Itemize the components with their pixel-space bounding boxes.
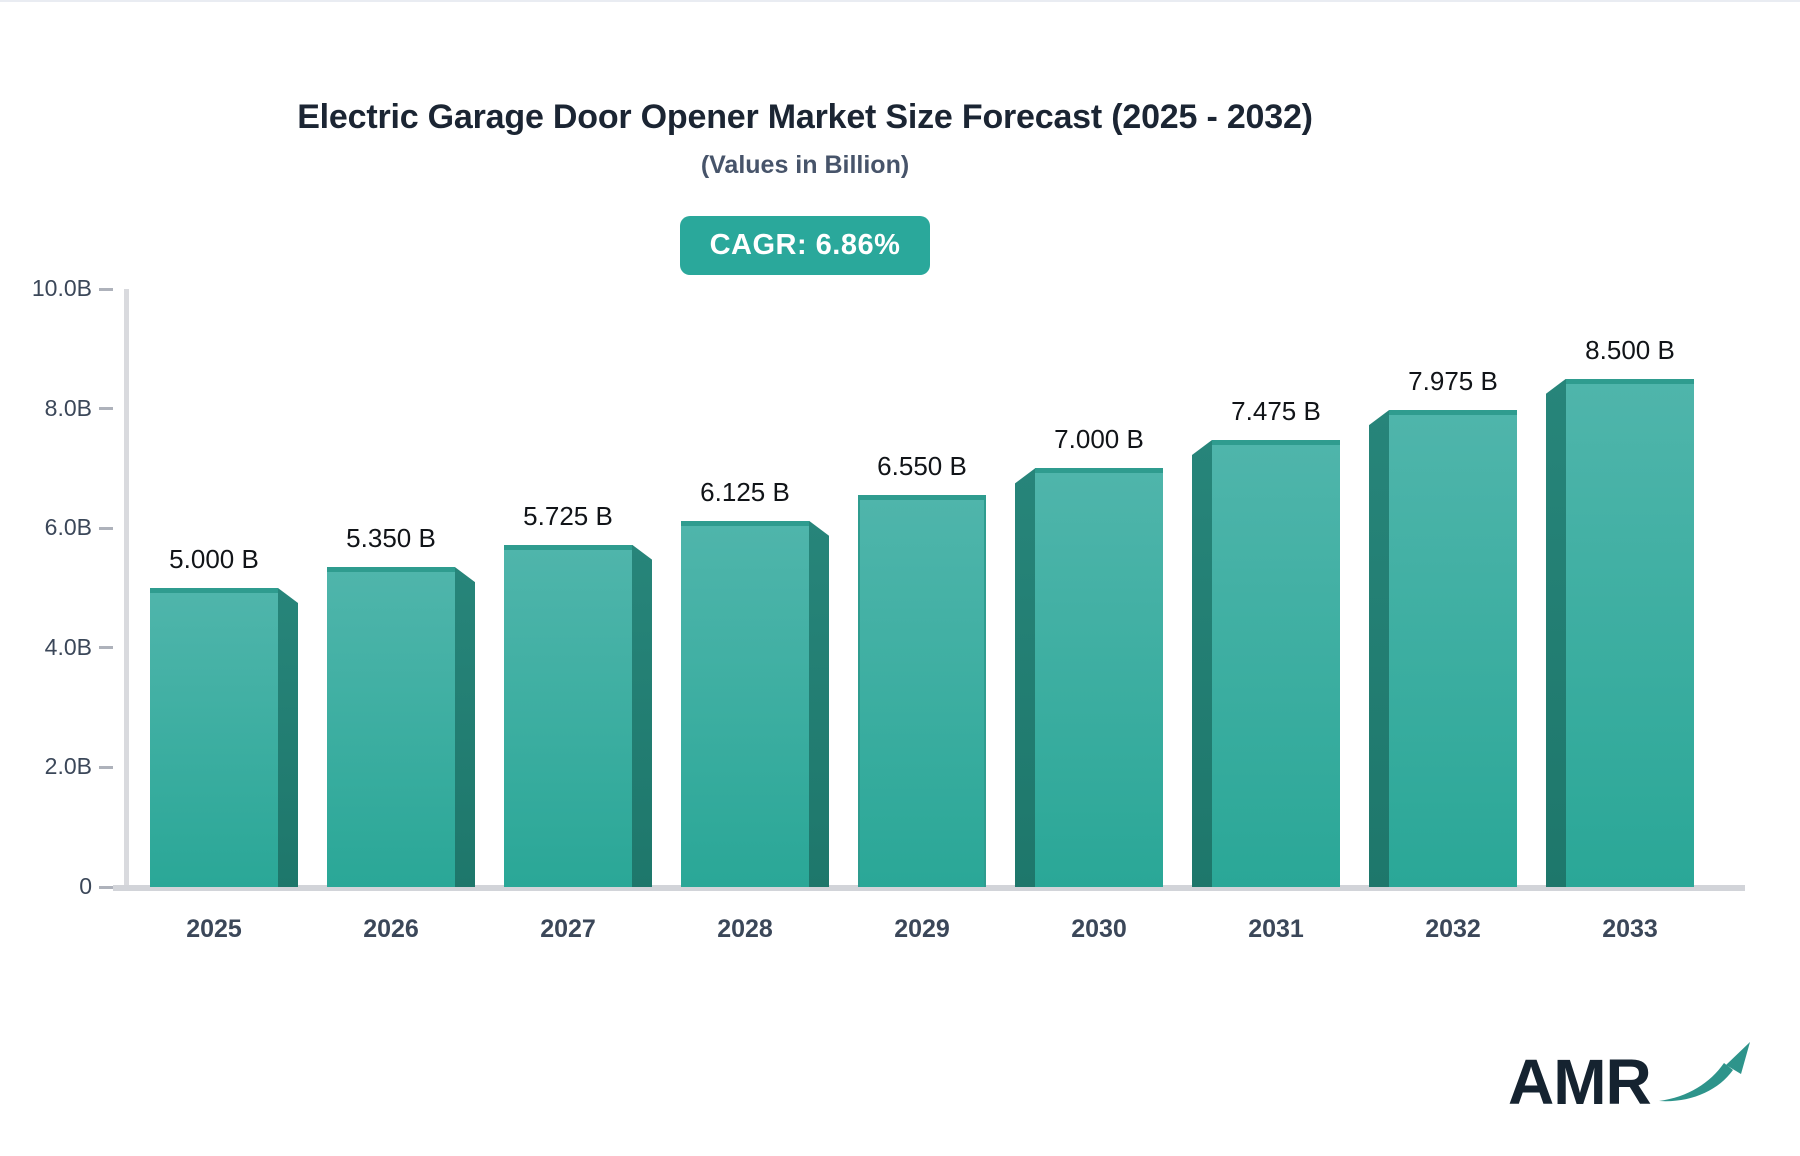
bar-2025: [150, 588, 278, 887]
x-axis-label: 2031: [1248, 915, 1304, 943]
x-axis-label: 2033: [1602, 915, 1658, 943]
x-axis-label: 2030: [1071, 915, 1127, 943]
bar-2033: [1566, 378, 1694, 887]
x-axis-label: 2029: [894, 915, 950, 943]
y-axis-tick-label: 8.0B: [44, 394, 92, 421]
bar-2027: [504, 544, 632, 887]
bar-3d-side: [632, 544, 652, 887]
y-axis-tick-label: 4.0B: [44, 633, 92, 660]
y-tick-mark: [99, 526, 113, 530]
bar-2028: [681, 520, 809, 887]
amr-logo-text: AMR: [1508, 1046, 1652, 1118]
y-axis-tick-label: 6.0B: [44, 514, 92, 541]
y-axis-tick-label: 10.0B: [31, 275, 92, 301]
bar-2029: [858, 495, 986, 887]
y-axis-tick-label: 2.0B: [44, 753, 92, 780]
x-axis-label: 2026: [363, 915, 419, 943]
cagr-badge: CAGR: 6.86%: [679, 216, 931, 275]
bar-value-label: 7.475 B: [1231, 395, 1321, 426]
x-axis-label: 2027: [540, 915, 596, 943]
x-axis-label: 2025: [186, 915, 242, 943]
x-axis-label: 2032: [1425, 915, 1481, 943]
bar-3d-side: [1192, 439, 1212, 887]
bar-value-label: 5.725 B: [523, 500, 613, 531]
y-tick-mark: [99, 885, 113, 889]
y-axis-line: [124, 289, 129, 887]
bar-3d-side: [809, 520, 829, 887]
bar-2032: [1389, 410, 1517, 887]
bar-3d-side: [1369, 410, 1389, 887]
bar-value-label: 6.550 B: [877, 451, 967, 482]
y-tick-mark: [99, 287, 113, 291]
x-axis-label: 2028: [717, 915, 773, 943]
bar-3d-side: [455, 567, 475, 887]
chart-header: Electric Garage Door Opener Market Size …: [0, 2, 1610, 275]
x-axis-baseline: [113, 885, 1745, 891]
y-tick-mark: [99, 646, 113, 650]
logo-growth-arrow-icon: [1659, 1042, 1750, 1102]
bar-value-label: 7.000 B: [1054, 424, 1144, 455]
bar-2030: [1035, 468, 1163, 887]
bar-value-label: 8.500 B: [1585, 334, 1675, 365]
bar-3d-side: [1015, 468, 1035, 887]
y-tick-mark: [99, 407, 113, 411]
chart-subtitle: (Values in Billion): [700, 151, 910, 179]
amr-logo: AMR: [1508, 1037, 1750, 1137]
bar-value-label: 7.975 B: [1408, 366, 1498, 397]
bar-2031: [1212, 439, 1340, 887]
bar-2026: [327, 567, 455, 887]
y-tick-mark: [99, 765, 113, 769]
bar-3d-side: [1546, 378, 1566, 887]
y-axis-tick-label: 0: [79, 873, 92, 899]
bar-value-label: 5.350 B: [346, 523, 436, 554]
bar-value-label: 5.000 B: [169, 544, 259, 574]
chart-title: Electric Garage Door Opener Market Size …: [297, 98, 1313, 136]
bar-value-label: 6.125 B: [700, 476, 790, 507]
bar-3d-side: [278, 588, 298, 887]
